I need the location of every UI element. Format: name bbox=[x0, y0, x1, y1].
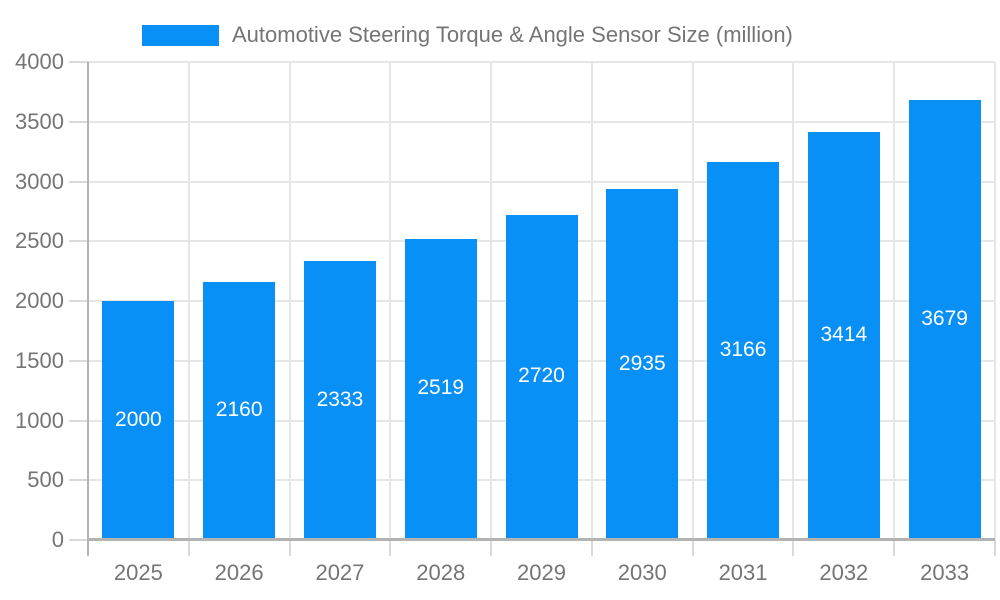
gridline-vertical bbox=[187, 62, 190, 540]
x-axis-tick bbox=[893, 540, 896, 556]
y-axis-tick bbox=[69, 479, 88, 482]
y-axis-tick bbox=[69, 359, 88, 362]
gridline-horizontal bbox=[88, 180, 995, 183]
chart-title: Automotive Steering Torque & Angle Senso… bbox=[232, 22, 793, 47]
bar-2032[interactable]: 3414 bbox=[807, 132, 880, 538]
bar-value-label: 2000 bbox=[115, 407, 162, 431]
x-axis-label: 2028 bbox=[416, 560, 466, 585]
y-axis-tick bbox=[69, 61, 88, 63]
bar-value-label: 3166 bbox=[719, 337, 767, 361]
x-axis-label: 2032 bbox=[819, 560, 869, 585]
y-axis-label: 2000 bbox=[15, 288, 64, 313]
bar-2030[interactable]: 2935 bbox=[606, 189, 679, 538]
gridline-vertical bbox=[994, 62, 996, 540]
x-axis-line bbox=[88, 538, 995, 541]
legend-swatch bbox=[142, 24, 219, 46]
bar-value-label: 2935 bbox=[618, 351, 666, 375]
bar-2025[interactable]: 2000 bbox=[102, 301, 175, 538]
bar-value-label: 2160 bbox=[215, 397, 263, 421]
bar-2031[interactable]: 3166 bbox=[707, 161, 780, 538]
bar-value-label: 3679 bbox=[921, 307, 968, 331]
x-axis-tick bbox=[994, 540, 996, 556]
bar-2029[interactable]: 2720 bbox=[505, 214, 578, 538]
y-axis-tick bbox=[69, 300, 88, 302]
bar-value-label: 3414 bbox=[820, 323, 868, 346]
bar-2026[interactable]: 2160 bbox=[203, 281, 276, 538]
y-axis-tick bbox=[69, 120, 88, 123]
x-axis-label: 2029 bbox=[517, 560, 566, 585]
x-axis-tick bbox=[490, 540, 493, 556]
y-axis-label: 1500 bbox=[15, 347, 64, 373]
x-axis-label: 2026 bbox=[214, 560, 264, 585]
y-axis-tick bbox=[69, 539, 88, 541]
x-axis-tick bbox=[288, 540, 291, 556]
y-axis-label: 3000 bbox=[15, 168, 64, 194]
x-axis-label: 2030 bbox=[617, 560, 667, 585]
gridline-horizontal bbox=[88, 61, 995, 63]
x-axis-tick bbox=[389, 540, 392, 556]
gridline-horizontal bbox=[88, 120, 995, 123]
y-axis-label: 1000 bbox=[15, 407, 64, 433]
y-axis-tick bbox=[69, 240, 88, 243]
gridline-vertical bbox=[490, 62, 493, 540]
x-axis-tick bbox=[187, 540, 190, 556]
x-axis-label: 2025 bbox=[113, 560, 163, 585]
y-axis-label: 500 bbox=[27, 467, 64, 493]
bar-value-label: 2720 bbox=[518, 364, 565, 388]
bar-2033[interactable]: 3679 bbox=[908, 100, 981, 538]
y-axis-line bbox=[87, 62, 89, 556]
gridline-vertical bbox=[792, 62, 795, 540]
gridline-vertical bbox=[389, 62, 392, 540]
bar-2028[interactable]: 2519 bbox=[404, 238, 477, 538]
chart-legend[interactable]: Automotive Steering Torque & Angle Senso… bbox=[142, 22, 793, 48]
y-axis-tick bbox=[69, 180, 88, 183]
bar-value-label: 2333 bbox=[316, 387, 364, 411]
y-axis-label: 0 bbox=[51, 527, 64, 552]
y-axis-label: 3500 bbox=[15, 108, 64, 134]
bar-value-label: 2519 bbox=[417, 376, 465, 400]
x-axis-tick bbox=[792, 540, 795, 556]
x-axis-label: 2027 bbox=[315, 560, 365, 585]
x-axis-label: 2033 bbox=[920, 560, 970, 585]
x-axis-label: 2031 bbox=[718, 560, 768, 585]
gridline-vertical bbox=[691, 62, 694, 540]
x-axis-tick bbox=[590, 540, 593, 556]
bar-2027[interactable]: 2333 bbox=[303, 261, 376, 538]
gridline-vertical bbox=[288, 62, 291, 540]
x-axis-tick bbox=[691, 540, 694, 556]
y-axis-label: 2500 bbox=[15, 228, 64, 254]
gridline-vertical bbox=[590, 62, 593, 540]
gridline-vertical bbox=[893, 62, 896, 540]
y-axis-tick bbox=[69, 419, 88, 422]
y-axis-label: 4000 bbox=[15, 49, 64, 74]
